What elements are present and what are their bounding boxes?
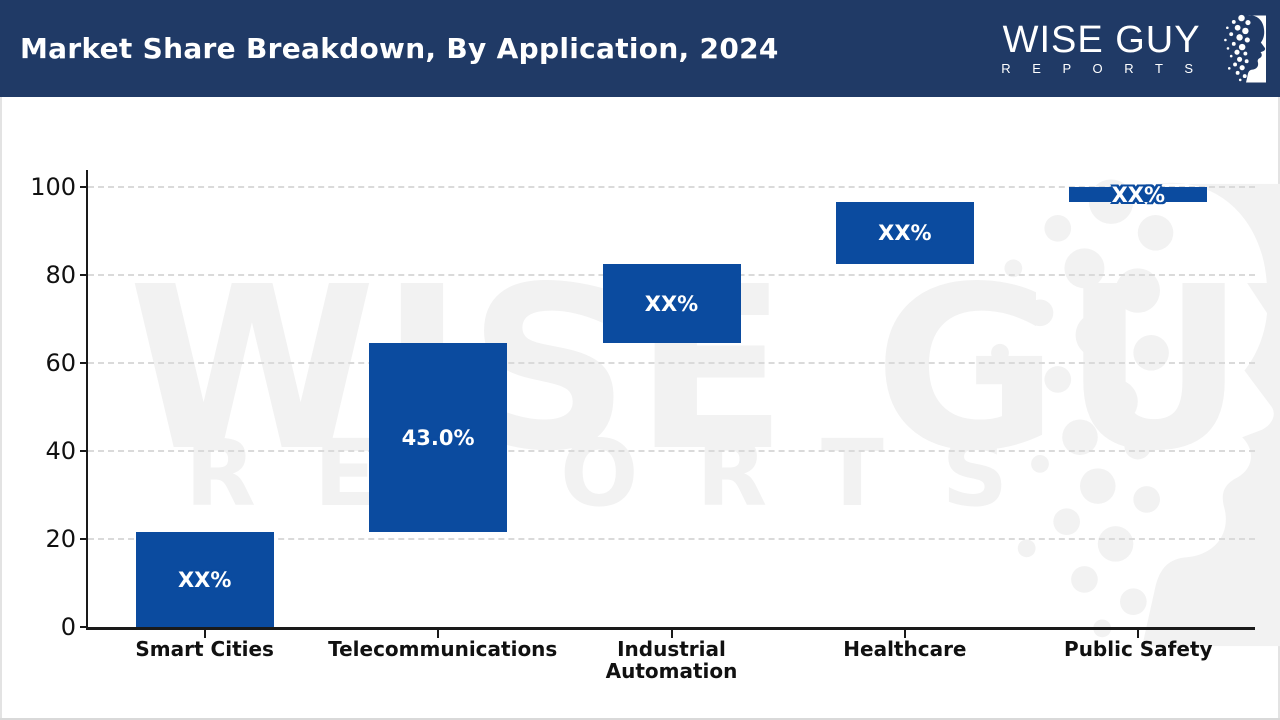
gridline (88, 186, 1255, 188)
bar-value-label: XX% (1111, 182, 1166, 207)
logo-wordmark: WISE GUY (1002, 18, 1201, 61)
bar: XX% (835, 202, 974, 264)
y-axis-tick-label: 100 (30, 173, 76, 201)
page-title: Market Share Breakdown, By Application, … (20, 32, 779, 65)
x-axis-category-label: Public Safety (1064, 637, 1213, 661)
y-tick-mark (80, 274, 88, 276)
x-axis-line (86, 627, 1255, 630)
y-tick-mark (80, 186, 88, 188)
bar: XX% (602, 264, 741, 344)
gridline (88, 538, 1255, 540)
x-tick-mark (203, 630, 206, 638)
y-axis-tick-label: 20 (45, 525, 76, 553)
y-axis-tick-label: 40 (45, 437, 76, 465)
y-axis-tick-label: 80 (45, 261, 76, 289)
logo: WISE GUY R E P O R T S (1001, 9, 1266, 89)
y-tick-mark (80, 538, 88, 540)
y-tick-mark (80, 450, 88, 452)
bar-value-label: 43.0% (401, 425, 475, 450)
y-axis-line (86, 170, 88, 630)
x-tick-mark (670, 630, 673, 638)
logo-text: WISE GUY R E P O R T S (1001, 18, 1202, 76)
gridline (88, 362, 1255, 364)
bar-value-label: XX% (644, 291, 699, 316)
gridline (88, 450, 1255, 452)
y-tick-mark (80, 626, 88, 628)
bar: XX% (1069, 183, 1208, 207)
x-axis-category-label: Industrial Automation (605, 637, 738, 683)
bar-value-label: XX% (878, 221, 932, 246)
bar: XX% (135, 532, 274, 627)
bar: 43.0% (369, 343, 508, 533)
logo-face-icon (1208, 9, 1266, 89)
x-tick-mark (903, 630, 906, 638)
x-axis-category-label: Healthcare (843, 637, 967, 661)
header: Market Share Breakdown, By Application, … (0, 0, 1280, 97)
y-tick-mark (80, 362, 88, 364)
x-axis-category-label: Telecommunications (328, 637, 558, 661)
y-axis-tick-label: 0 (60, 613, 76, 641)
bar-value-label: XX% (177, 567, 232, 592)
x-axis-category-label: Smart Cities (135, 637, 274, 661)
logo-subtext: R E P O R T S (1001, 60, 1202, 76)
x-tick-mark (437, 630, 440, 638)
y-axis-tick-label: 60 (45, 349, 76, 377)
